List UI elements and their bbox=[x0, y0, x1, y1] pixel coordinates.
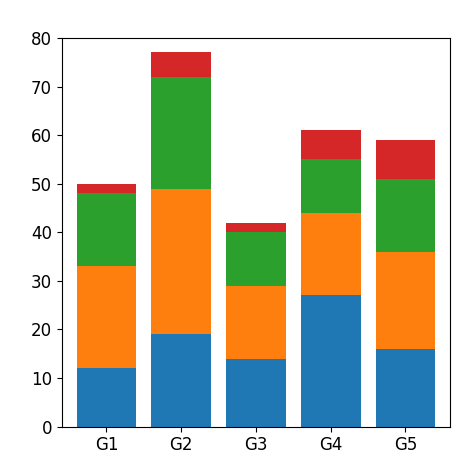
Bar bbox=[375, 252, 435, 349]
Bar bbox=[301, 213, 361, 295]
Bar bbox=[301, 130, 361, 159]
Bar bbox=[77, 183, 137, 193]
Bar bbox=[151, 334, 211, 427]
Bar bbox=[151, 53, 211, 77]
Bar bbox=[151, 189, 211, 334]
Bar bbox=[77, 368, 137, 427]
Bar bbox=[151, 77, 211, 189]
Bar bbox=[77, 266, 137, 368]
Bar bbox=[375, 179, 435, 252]
Bar bbox=[301, 295, 361, 427]
Bar bbox=[375, 349, 435, 427]
Bar bbox=[77, 193, 137, 266]
Bar bbox=[226, 286, 286, 358]
Bar bbox=[226, 232, 286, 286]
Bar bbox=[226, 223, 286, 232]
Bar bbox=[226, 358, 286, 427]
Bar bbox=[375, 140, 435, 179]
Bar bbox=[301, 159, 361, 213]
